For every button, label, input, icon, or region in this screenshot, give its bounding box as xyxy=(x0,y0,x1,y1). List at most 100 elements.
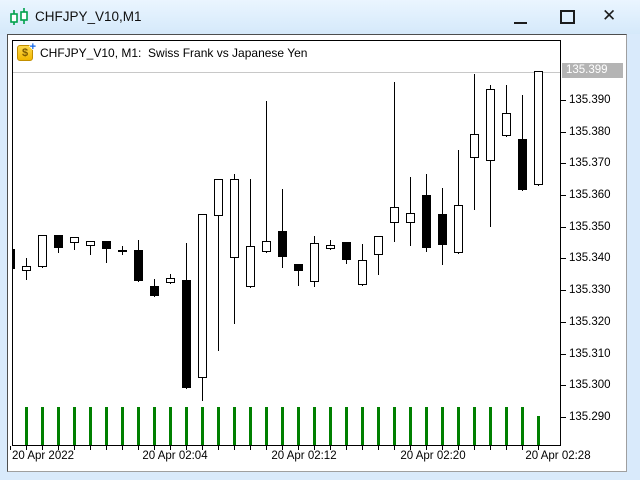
maximize-button[interactable] xyxy=(551,0,581,34)
current-price-badge: 135.399 xyxy=(562,63,623,78)
minimize-button[interactable] xyxy=(505,0,535,34)
candle-body xyxy=(486,89,495,161)
price-tick-label: 135.290 xyxy=(569,411,611,423)
minimize-icon xyxy=(514,22,527,24)
dollar-coin-plus-icon: $ + xyxy=(17,41,36,61)
price-tick xyxy=(561,227,566,228)
price-tick-label: 135.390 xyxy=(569,94,611,106)
candle-wick xyxy=(410,177,411,246)
volume-bar xyxy=(105,407,108,445)
candle-body xyxy=(22,266,31,271)
chart-header-title: CHFJPY_V10, M1: Swiss Frank vs Japanese … xyxy=(40,46,308,60)
time-label: 20 Apr 02:04 xyxy=(142,450,208,462)
candle-wick xyxy=(218,179,219,351)
candle-body xyxy=(262,241,271,252)
time-tick xyxy=(26,446,27,450)
price-tick xyxy=(561,163,566,164)
volume-bar xyxy=(281,407,284,445)
window-title: CHFJPY_V10,M1 xyxy=(35,9,142,24)
candle-body xyxy=(422,195,431,248)
candle-body xyxy=(70,237,79,243)
candle-body xyxy=(310,243,319,282)
price-tick-label: 135.370 xyxy=(569,157,611,169)
candle-wick xyxy=(106,241,107,263)
time-tick xyxy=(394,446,395,450)
time-tick xyxy=(474,446,475,450)
time-tick xyxy=(362,446,363,450)
candle-body xyxy=(86,241,95,246)
candle-body xyxy=(214,179,223,216)
price-tick-label: 135.380 xyxy=(569,126,611,138)
candle-wick xyxy=(266,101,267,253)
candle-wick xyxy=(506,85,507,137)
volume-bar xyxy=(329,407,332,445)
time-tick xyxy=(122,446,123,450)
volume-bar xyxy=(89,407,92,445)
time-tick xyxy=(506,446,507,450)
time-tick xyxy=(266,446,267,450)
candle-body xyxy=(118,250,127,252)
price-tick-label: 135.320 xyxy=(569,316,611,328)
time-tick xyxy=(106,446,107,450)
time-tick xyxy=(74,446,75,450)
time-tick xyxy=(522,446,523,450)
candle-body xyxy=(374,236,383,255)
price-tick-label: 135.360 xyxy=(569,189,611,201)
time-tick xyxy=(282,446,283,450)
price-tick xyxy=(561,100,566,101)
time-tick xyxy=(426,446,427,450)
candle-body xyxy=(182,280,191,388)
volume-bar xyxy=(537,416,540,445)
window-titlebar[interactable]: CHFJPY_V10,M1 ✕ xyxy=(0,0,640,34)
candle-body xyxy=(534,71,543,185)
candlestick-chart-icon xyxy=(10,8,28,25)
candle-body xyxy=(198,214,207,378)
candle-wick xyxy=(282,189,283,268)
candle-body xyxy=(134,250,143,281)
time-tick xyxy=(138,446,139,450)
price-tick xyxy=(561,385,566,386)
volume-bar xyxy=(233,407,236,445)
price-tick xyxy=(561,354,566,355)
time-tick xyxy=(186,446,187,450)
time-tick xyxy=(314,446,315,450)
volume-bar xyxy=(169,407,172,445)
candle-wick xyxy=(74,237,75,250)
time-tick xyxy=(346,446,347,450)
time-tick xyxy=(538,446,539,450)
time-tick xyxy=(410,446,411,450)
plot-area[interactable]: $ + CHFJPY_V10, M1: Swiss Frank vs Japan… xyxy=(13,41,560,445)
time-tick xyxy=(378,446,379,450)
candle-body xyxy=(150,286,159,296)
time-tick xyxy=(10,446,11,450)
price-tick-label: 135.310 xyxy=(569,348,611,360)
current-price-line xyxy=(13,72,560,73)
time-tick xyxy=(202,446,203,450)
candle-wick xyxy=(458,150,459,254)
time-tick xyxy=(90,446,91,450)
volume-bar xyxy=(377,407,380,445)
candle-body xyxy=(358,260,367,285)
volume-bar xyxy=(521,407,524,445)
volume-bar xyxy=(185,407,188,445)
time-tick xyxy=(154,446,155,450)
close-button[interactable]: ✕ xyxy=(596,0,626,34)
candle-body xyxy=(342,242,351,260)
candle-body xyxy=(518,139,527,190)
volume-bar xyxy=(393,407,396,445)
volume-bar xyxy=(265,407,268,445)
candle-body xyxy=(470,134,479,158)
candle-wick xyxy=(90,241,91,255)
candle-body xyxy=(13,249,15,269)
volume-bar xyxy=(201,407,204,445)
time-label: 20 Apr 02:20 xyxy=(400,450,466,462)
time-tick xyxy=(330,446,331,450)
candle-body xyxy=(438,214,447,245)
candle-body xyxy=(54,235,63,248)
volume-bar xyxy=(457,407,460,445)
volume-bar xyxy=(441,407,444,445)
candle-body xyxy=(294,264,303,271)
time-tick xyxy=(458,446,459,450)
price-tick xyxy=(561,290,566,291)
